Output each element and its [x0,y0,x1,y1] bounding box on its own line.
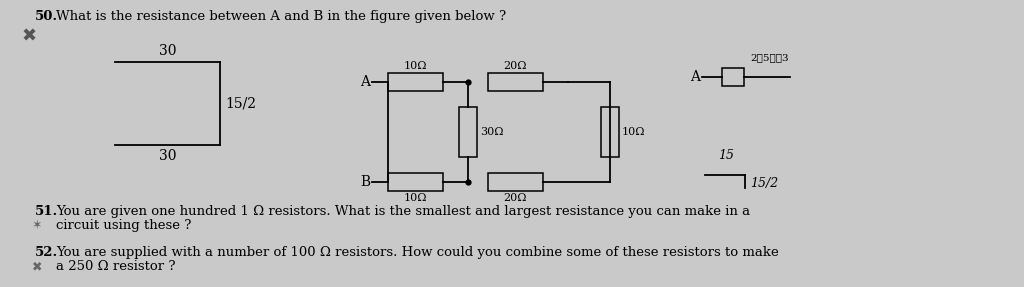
Text: ✖: ✖ [22,28,37,46]
Text: 50.: 50. [35,10,58,23]
Text: circuit using these ?: circuit using these ? [56,219,191,232]
Text: 30: 30 [159,149,176,163]
Text: 20Ω: 20Ω [504,61,527,71]
Text: 15/2: 15/2 [750,177,778,189]
Text: 15: 15 [718,149,734,162]
Bar [722,68,744,86]
Text: What is the resistance between A and B in the figure given below ?: What is the resistance between A and B i… [56,10,506,23]
Text: 30Ω: 30Ω [480,127,504,137]
Text: 15/2: 15/2 [225,96,256,110]
Text: 2⑐5①ⓓ3: 2⑐5①ⓓ3 [750,53,788,62]
Text: 51.: 51. [35,205,58,218]
Text: B: B [359,175,370,189]
Text: ✖: ✖ [32,260,43,273]
Bar [488,73,543,91]
Text: ✶: ✶ [32,219,43,232]
Bar [388,173,443,191]
Text: 10Ω: 10Ω [403,193,427,203]
Bar [459,107,477,157]
Text: 10Ω: 10Ω [403,61,427,71]
Bar [601,107,618,157]
Bar [488,173,543,191]
Text: You are given one hundred 1 Ω resistors. What is the smallest and largest resist: You are given one hundred 1 Ω resistors.… [56,205,751,218]
Bar [388,73,443,91]
Text: 30: 30 [159,44,176,58]
Text: 52.: 52. [35,246,58,259]
Text: 20Ω: 20Ω [504,193,527,203]
Text: A: A [360,75,370,89]
Text: a 250 Ω resistor ?: a 250 Ω resistor ? [56,260,175,273]
Text: 10Ω: 10Ω [622,127,645,137]
Text: A: A [690,70,700,84]
Text: You are supplied with a number of 100 Ω resistors. How could you combine some of: You are supplied with a number of 100 Ω … [56,246,778,259]
